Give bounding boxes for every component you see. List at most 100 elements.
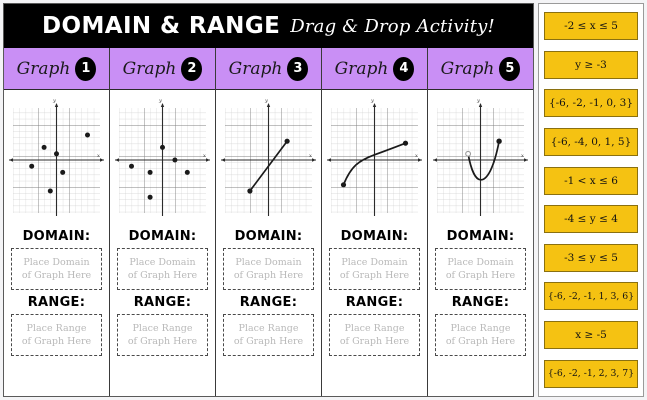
answer-tile-10[interactable]: {-6, -2, -1, 2, 3, 7}	[544, 359, 638, 388]
page-title: DOMAIN & RANGE	[42, 13, 281, 39]
plot-area-3: x y	[216, 90, 321, 220]
title-banner: DOMAIN & RANGE Drag & Drop Activity!	[4, 4, 533, 48]
y-axis-label-3: y	[264, 98, 268, 104]
answer-tile-9[interactable]: x ≥ -5	[544, 321, 638, 350]
range-placeholder-line1-5: Place Range	[450, 323, 511, 334]
answer-tile-5[interactable]: -1 < x ≤ 6	[544, 166, 638, 195]
graph-column-4: Graph 4 x y	[322, 48, 428, 396]
y-axis-label-1: y	[52, 98, 56, 104]
range-placeholder-line1-2: Place Range	[132, 323, 193, 334]
domain-placeholder-line1-2: Place Domain	[129, 257, 196, 268]
graph-header-5: Graph 5	[428, 48, 533, 90]
range-title-2: RANGE:	[133, 295, 192, 310]
plot-area-4: x y	[322, 90, 427, 220]
x-axis-label-4: x	[415, 153, 418, 159]
domain-title-3: DOMAIN:	[234, 229, 303, 244]
graph-svg-5: x y	[432, 98, 528, 216]
answers-block-3: DOMAIN: Place Domain of Graph Here RANGE…	[216, 220, 321, 396]
domain-placeholder-line2-4: of Graph Here	[339, 270, 410, 281]
answer-tile-4[interactable]: {-6, -4, 0, 1, 5}	[544, 128, 638, 157]
plot-area-5: x y	[428, 90, 533, 220]
range-placeholder-line2-2: of Graph Here	[127, 336, 198, 347]
range-placeholder-line2-4: of Graph Here	[339, 336, 410, 347]
answer-tile-6[interactable]: -4 ≤ y ≤ 4	[544, 205, 638, 234]
graph-column-1: Graph 1	[4, 48, 110, 396]
graph-number-badge-2: 2	[181, 56, 203, 81]
answer-tile-2[interactable]: y ≥ -3	[544, 50, 638, 79]
graph-column-2: Graph 2 x y	[110, 48, 216, 396]
graph-label-3: Graph	[228, 58, 283, 79]
graph-number-badge-4: 4	[393, 56, 415, 81]
domain-placeholder-line2-3: of Graph Here	[233, 270, 304, 281]
answer-tile-3[interactable]: {-6, -2, -1, 0, 3}	[544, 89, 638, 118]
answer-tile-1[interactable]: -2 ≤ x ≤ 5	[544, 12, 638, 41]
x-axis-label-1: x	[97, 153, 100, 159]
graph-svg-3: x y	[220, 98, 316, 216]
x-axis-label-3: x	[309, 153, 312, 159]
domain-placeholder-line1-5: Place Domain	[447, 257, 514, 268]
domain-dropzone-2[interactable]: Place Domain of Graph Here	[117, 248, 208, 290]
range-placeholder-line2-5: of Graph Here	[445, 336, 516, 347]
range-title-1: RANGE:	[27, 295, 86, 310]
answers-block-4: DOMAIN: Place Domain of Graph Here RANGE…	[322, 220, 427, 396]
graph-number-badge-1: 1	[75, 56, 97, 81]
domain-dropzone-4[interactable]: Place Domain of Graph Here	[329, 248, 420, 290]
domain-placeholder-line1-4: Place Domain	[341, 257, 408, 268]
graph-header-1: Graph 1	[4, 48, 109, 90]
domain-dropzone-3[interactable]: Place Domain of Graph Here	[223, 248, 314, 290]
range-dropzone-2[interactable]: Place Range of Graph Here	[117, 314, 208, 356]
domain-placeholder-line1-1: Place Domain	[23, 257, 90, 268]
y-axis-label-2: y	[158, 98, 162, 104]
x-axis-label-2: x	[203, 153, 206, 159]
y-axis-label-4: y	[370, 98, 374, 104]
plot-area-2: x y	[110, 90, 215, 220]
answer-tile-7[interactable]: -3 ≤ y ≤ 5	[544, 243, 638, 272]
range-placeholder-line1-3: Place Range	[238, 323, 299, 334]
domain-title-4: DOMAIN:	[340, 229, 409, 244]
graph-number-badge-3: 3	[287, 56, 309, 81]
graph-label-1: Graph	[16, 58, 71, 79]
graph-svg-4: x y	[326, 98, 422, 216]
answer-tile-8[interactable]: {-6, -2, -1, 1, 3, 6}	[544, 282, 638, 311]
domain-dropzone-5[interactable]: Place Domain of Graph Here	[435, 248, 526, 290]
domain-placeholder-line1-3: Place Domain	[235, 257, 302, 268]
answers-block-2: DOMAIN: Place Domain of Graph Here RANGE…	[110, 220, 215, 396]
domain-title-1: DOMAIN:	[22, 229, 91, 244]
graph-label-4: Graph	[334, 58, 389, 79]
graph-header-4: Graph 4	[322, 48, 427, 90]
graph-label-2: Graph	[122, 58, 177, 79]
range-title-5: RANGE:	[451, 295, 510, 310]
domain-placeholder-line2-5: of Graph Here	[445, 270, 516, 281]
range-placeholder-line2-3: of Graph Here	[233, 336, 304, 347]
graph-header-2: Graph 2	[110, 48, 215, 90]
range-title-4: RANGE:	[345, 295, 404, 310]
page-subtitle: Drag & Drop Activity!	[290, 15, 495, 37]
range-dropzone-3[interactable]: Place Range of Graph Here	[223, 314, 314, 356]
domain-placeholder-line2-2: of Graph Here	[127, 270, 198, 281]
range-dropzone-5[interactable]: Place Range of Graph Here	[435, 314, 526, 356]
domain-title-2: DOMAIN:	[128, 229, 197, 244]
domain-placeholder-line2-1: of Graph Here	[21, 270, 92, 281]
y-axis-label-5: y	[476, 98, 480, 104]
graph-column-3: Graph 3 x y	[216, 48, 322, 396]
answer-bank: -2 ≤ x ≤ 5 y ≥ -3 {-6, -2, -1, 0, 3} {-6…	[538, 3, 644, 397]
range-placeholder-line1-4: Place Range	[344, 323, 405, 334]
worksheet-panel: DOMAIN & RANGE Drag & Drop Activity! Gra…	[3, 3, 534, 397]
range-placeholder-line2-1: of Graph Here	[21, 336, 92, 347]
answers-block-1: DOMAIN: Place Domain of Graph Here RANGE…	[4, 220, 109, 396]
graph-column-5: Graph 5 x y	[428, 48, 533, 396]
domain-dropzone-1[interactable]: Place Domain of Graph Here	[11, 248, 102, 290]
x-axis-label-5: x	[521, 153, 524, 159]
domain-title-5: DOMAIN:	[446, 229, 515, 244]
graph-header-3: Graph 3	[216, 48, 321, 90]
range-dropzone-4[interactable]: Place Range of Graph Here	[329, 314, 420, 356]
graph-svg-2: x y	[114, 98, 210, 216]
range-placeholder-line1-1: Place Range	[26, 323, 87, 334]
graph-label-5: Graph	[440, 58, 495, 79]
plot-area-1: x y	[4, 90, 109, 220]
graph-columns: Graph 1	[4, 48, 533, 396]
graph-number-badge-5: 5	[499, 56, 521, 81]
answers-block-5: DOMAIN: Place Domain of Graph Here RANGE…	[428, 220, 533, 396]
range-dropzone-1[interactable]: Place Range of Graph Here	[11, 314, 102, 356]
